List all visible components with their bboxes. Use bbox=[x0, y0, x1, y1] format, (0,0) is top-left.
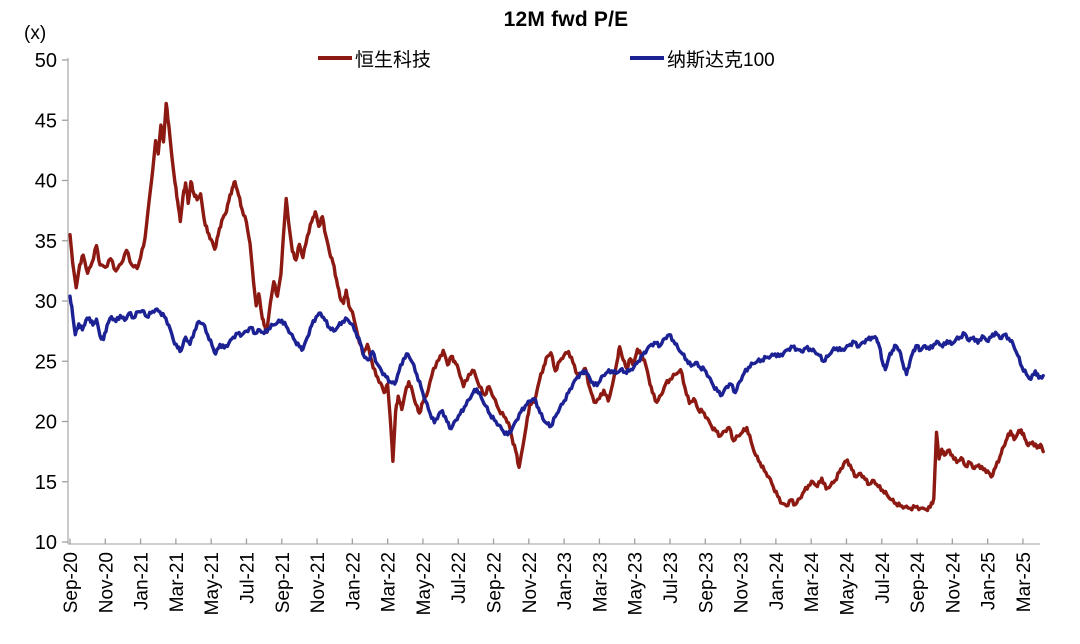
svg-text:Jan-23: Jan-23 bbox=[555, 552, 576, 610]
svg-text:10: 10 bbox=[35, 532, 57, 554]
svg-text:45: 45 bbox=[35, 110, 57, 132]
svg-text:15: 15 bbox=[35, 472, 57, 494]
svg-text:30: 30 bbox=[35, 291, 57, 313]
svg-text:20: 20 bbox=[35, 412, 57, 434]
y-axis: 10 15 20 25 30 35 40 45 50 bbox=[35, 50, 69, 554]
series-line-hstech bbox=[68, 101, 1045, 513]
x-axis: Sep-20 Nov-20 Jan-21 Mar-21 May-21 Jul-21 Sep-… bbox=[61, 538, 1040, 616]
svg-text:35: 35 bbox=[35, 231, 57, 253]
legend-label-hstech: 恒生科技 bbox=[355, 49, 432, 71]
svg-text:Sep-24: Sep-24 bbox=[908, 552, 929, 614]
svg-text:Nov-21: Nov-21 bbox=[308, 552, 329, 613]
hstech-line-swatch bbox=[318, 56, 352, 60]
svg-text:Nov-22: Nov-22 bbox=[520, 552, 541, 613]
svg-text:Jul-23: Jul-23 bbox=[661, 552, 682, 604]
legend-item-nasdaq100: 纳斯达克100 bbox=[630, 46, 775, 71]
svg-text:Mar-21: Mar-21 bbox=[167, 552, 188, 612]
svg-text:Mar-23: Mar-23 bbox=[590, 552, 611, 612]
svg-text:40: 40 bbox=[35, 171, 57, 193]
svg-text:May-24: May-24 bbox=[837, 552, 858, 616]
y-axis-unit-label: (x) bbox=[24, 23, 47, 44]
svg-text:Sep-20: Sep-20 bbox=[61, 552, 82, 613]
svg-text:Jan-25: Jan-25 bbox=[979, 552, 1000, 610]
svg-text:May-21: May-21 bbox=[202, 552, 223, 615]
svg-text:Nov-23: Nov-23 bbox=[732, 552, 753, 613]
svg-text:25: 25 bbox=[35, 351, 57, 373]
chart-title: 12M fwd P/E bbox=[503, 8, 629, 31]
legend-item-hstech: 恒生科技 bbox=[318, 46, 432, 71]
legend-label-nasdaq100: 纳斯达克100 bbox=[667, 49, 775, 71]
svg-text:Mar-22: Mar-22 bbox=[379, 552, 400, 612]
svg-text:Nov-24: Nov-24 bbox=[943, 552, 964, 614]
svg-text:Jul-21: Jul-21 bbox=[237, 552, 258, 604]
svg-text:Jan-22: Jan-22 bbox=[343, 552, 364, 610]
svg-text:Jan-24: Jan-24 bbox=[767, 552, 788, 611]
svg-text:Sep-21: Sep-21 bbox=[273, 552, 294, 613]
svg-text:Jul-24: Jul-24 bbox=[873, 552, 894, 604]
svg-text:Sep-23: Sep-23 bbox=[696, 552, 717, 613]
svg-text:Mar-25: Mar-25 bbox=[1014, 552, 1035, 612]
svg-text:Jan-21: Jan-21 bbox=[132, 552, 153, 610]
svg-text:Nov-20: Nov-20 bbox=[96, 552, 117, 613]
svg-text:50: 50 bbox=[35, 50, 57, 72]
svg-text:May-22: May-22 bbox=[414, 552, 435, 615]
svg-text:Sep-22: Sep-22 bbox=[485, 552, 506, 613]
svg-text:Jul-22: Jul-22 bbox=[449, 552, 470, 604]
nasdaq100-line-swatch bbox=[630, 56, 664, 60]
svg-text:Mar-24: Mar-24 bbox=[802, 552, 823, 613]
series-line-nasdaq100 bbox=[68, 294, 1045, 437]
svg-text:May-23: May-23 bbox=[626, 552, 647, 615]
